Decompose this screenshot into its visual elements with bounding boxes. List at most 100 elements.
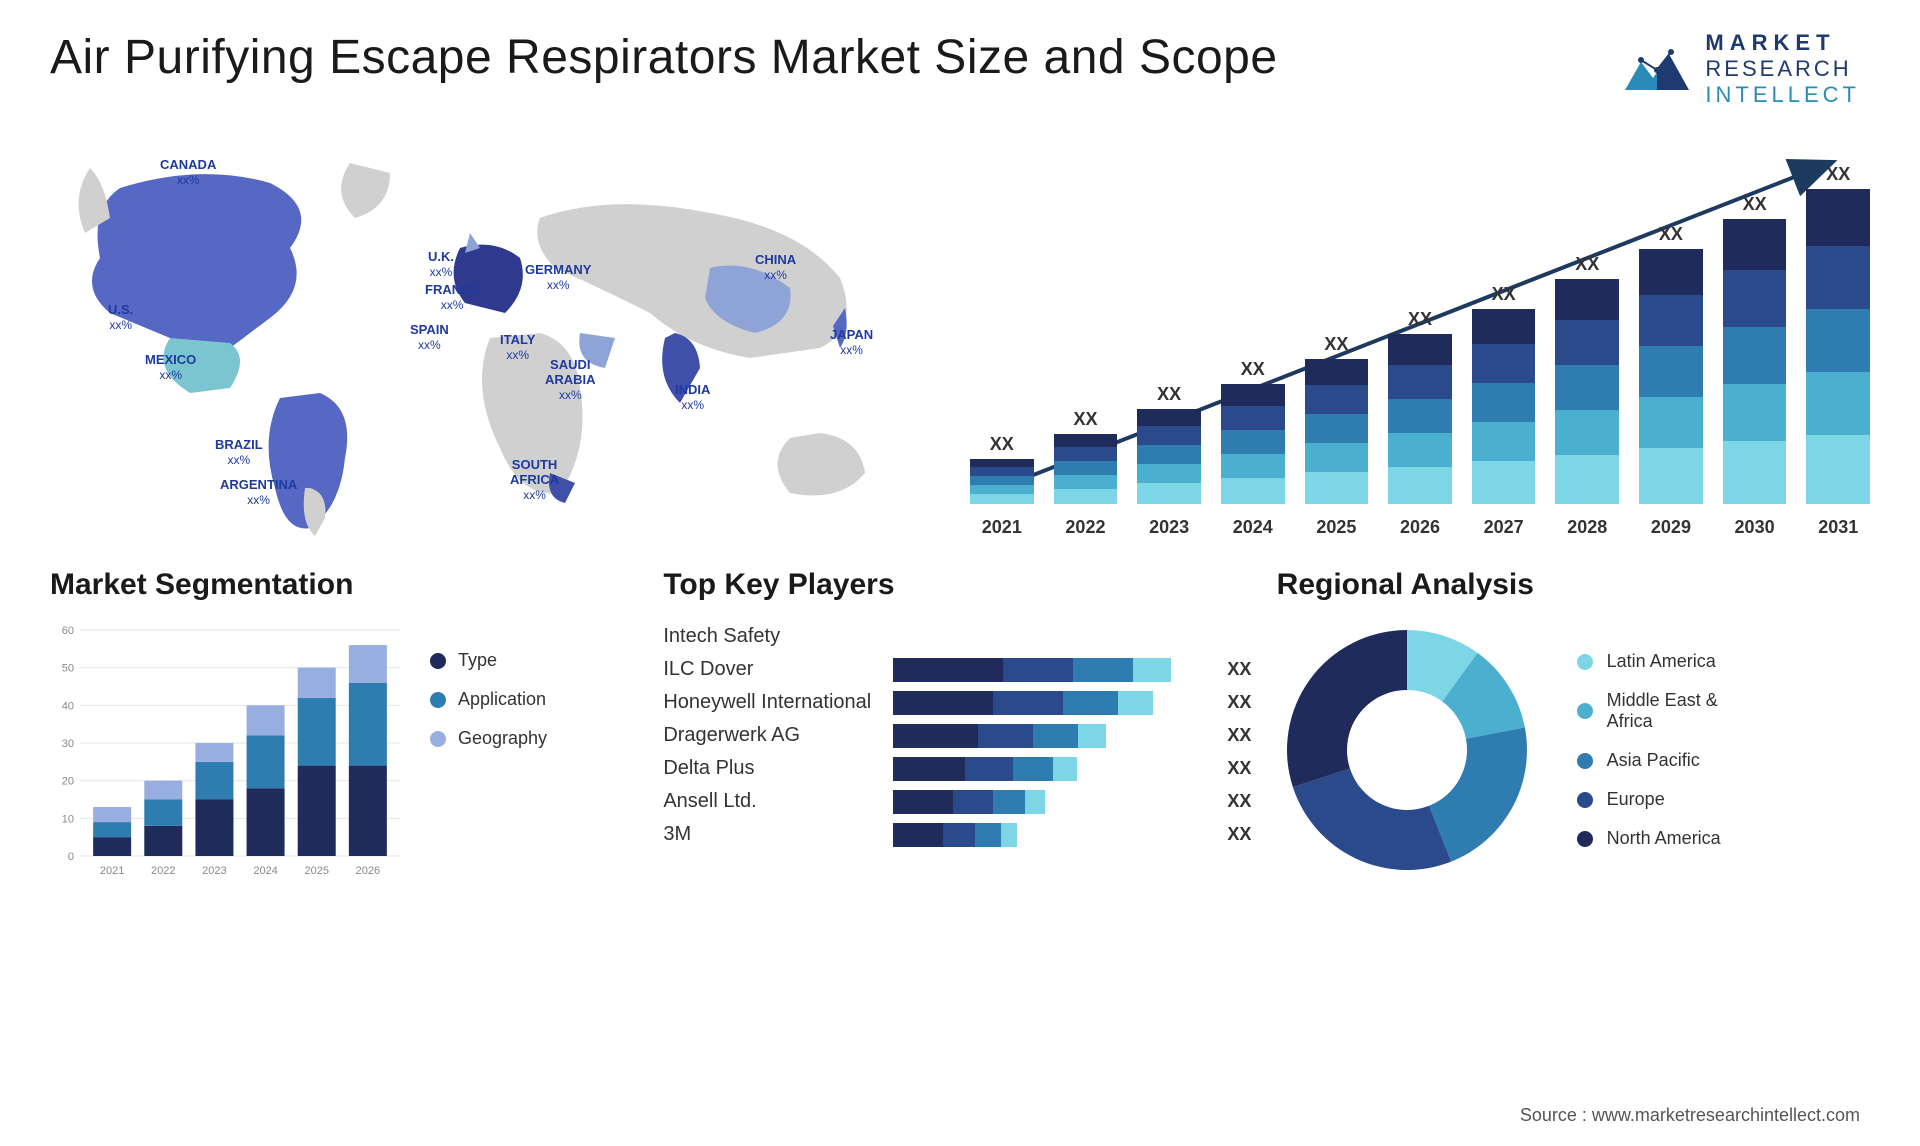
key-players-title: Top Key Players	[663, 568, 1256, 602]
regional-title: Regional Analysis	[1277, 568, 1870, 602]
svg-text:20: 20	[62, 776, 74, 788]
bar-year-label: 2024	[1221, 517, 1285, 538]
bar-column: XX	[1472, 284, 1536, 504]
map-label: INDIAxx%	[675, 383, 710, 413]
bar-year-label: 2023	[1137, 517, 1201, 538]
brand-logo: MARKET RESEARCH INTELLECT	[1621, 30, 1860, 108]
svg-text:2024: 2024	[253, 865, 277, 877]
logo-text-3: INTELLECT	[1705, 82, 1860, 108]
bar-value-label: XX	[1324, 334, 1348, 355]
bar-column: XX	[1723, 194, 1787, 504]
regional-donut-chart	[1277, 620, 1537, 880]
svg-text:2021: 2021	[100, 865, 124, 877]
key-player-row: 3MXX	[663, 818, 1256, 851]
bar-column: XX	[970, 434, 1034, 504]
svg-text:2023: 2023	[202, 865, 226, 877]
bar-column: XX	[1221, 359, 1285, 504]
world-map: CANADAxx%U.S.xx%MEXICOxx%BRAZILxx%ARGENT…	[50, 138, 930, 538]
bar-column: XX	[1639, 224, 1703, 504]
bar-column: XX	[1137, 384, 1201, 504]
key-players-chart: Intech SafetyILC DoverXXHoneywell Intern…	[663, 620, 1256, 851]
page-title: Air Purifying Escape Respirators Market …	[50, 30, 1278, 85]
legend-item: Asia Pacific	[1577, 750, 1721, 771]
map-label: FRANCExx%	[425, 283, 479, 313]
bar-year-label: 2025	[1305, 517, 1369, 538]
bar-value-label: XX	[990, 434, 1014, 455]
key-player-row: Honeywell International XX	[663, 686, 1256, 719]
bar-year-label: 2028	[1555, 517, 1619, 538]
bar-column: XX	[1305, 334, 1369, 504]
key-player-name: Ansell Ltd.	[663, 790, 893, 813]
logo-text-1: MARKET	[1705, 30, 1860, 56]
map-label: SAUDIARABIAxx%	[545, 358, 596, 403]
svg-text:10: 10	[62, 813, 74, 825]
map-label: GERMANYxx%	[525, 263, 591, 293]
map-label: U.S.xx%	[108, 303, 133, 333]
bar-year-label: 2026	[1388, 517, 1452, 538]
bar-value-label: XX	[1241, 359, 1265, 380]
map-label: ITALYxx%	[500, 333, 535, 363]
logo-icon	[1621, 40, 1693, 98]
key-player-name: Honeywell International	[663, 691, 893, 714]
main-bar-chart: XXXXXXXXXXXXXXXXXXXXXX 20212022202320242…	[970, 138, 1870, 538]
bar-column: XX	[1555, 254, 1619, 504]
key-player-name: Intech Safety	[663, 625, 893, 648]
map-label: JAPANxx%	[830, 328, 873, 358]
map-label: BRAZILxx%	[215, 438, 263, 468]
svg-text:40: 40	[62, 700, 74, 712]
key-player-row: ILC DoverXX	[663, 653, 1256, 686]
bar-column: XX	[1388, 309, 1452, 504]
legend-item: Application	[430, 689, 547, 710]
map-label: SPAINxx%	[410, 323, 449, 353]
key-player-row: Intech Safety	[663, 620, 1256, 653]
bar-value-label: XX	[1743, 194, 1767, 215]
svg-text:50: 50	[62, 663, 74, 675]
svg-text:2026: 2026	[356, 865, 380, 877]
legend-item: Geography	[430, 728, 547, 749]
bar-year-label: 2029	[1639, 517, 1703, 538]
regional-panel: Regional Analysis Latin America Middle Ea…	[1277, 568, 1870, 880]
world-map-svg	[50, 138, 930, 538]
key-player-row: Ansell Ltd. XX	[663, 785, 1256, 818]
svg-text:2025: 2025	[304, 865, 328, 877]
svg-text:2022: 2022	[151, 865, 175, 877]
key-player-name: ILC Dover	[663, 658, 893, 681]
svg-text:30: 30	[62, 738, 74, 750]
segmentation-chart: 0 10 20 30 40 50 60 2021 2022 2023 2024 2025 2026	[50, 620, 400, 880]
key-player-name: Dragerwerk AG	[663, 724, 893, 747]
legend-item: Type	[430, 650, 547, 671]
svg-text:60: 60	[62, 625, 74, 637]
map-label: U.K.xx%	[428, 250, 454, 280]
source-label: Source : www.marketresearchintellect.com	[1520, 1105, 1860, 1126]
bar-value-label: XX	[1659, 224, 1683, 245]
map-label: SOUTHAFRICAxx%	[510, 458, 559, 503]
bar-value-label: XX	[1575, 254, 1599, 275]
key-player-value: XX	[1227, 824, 1251, 845]
bar-year-label: 2030	[1723, 517, 1787, 538]
legend-item: North America	[1577, 828, 1721, 849]
bar-value-label: XX	[1826, 164, 1850, 185]
bar-year-label: 2022	[1054, 517, 1118, 538]
legend-item: Latin America	[1577, 651, 1721, 672]
key-player-row: Dragerwerk AG XX	[663, 719, 1256, 752]
bar-value-label: XX	[1157, 384, 1181, 405]
segmentation-legend: Type Application Geography	[430, 620, 547, 880]
legend-item: Europe	[1577, 789, 1721, 810]
key-player-value: XX	[1227, 791, 1251, 812]
key-players-panel: Top Key Players Intech SafetyILC DoverXX…	[663, 568, 1256, 880]
key-player-value: XX	[1227, 758, 1251, 779]
legend-item: Middle East &Africa	[1577, 690, 1721, 732]
bar-year-label: 2021	[970, 517, 1034, 538]
segmentation-title: Market Segmentation	[50, 568, 643, 602]
segmentation-panel: Market Segmentation 0 10 20 30 40 50 60 2021 202…	[50, 568, 643, 880]
svg-text:0: 0	[68, 851, 74, 863]
key-player-value: XX	[1227, 725, 1251, 746]
map-label: CHINAxx%	[755, 253, 796, 283]
key-player-row: Delta Plus XX	[663, 752, 1256, 785]
logo-text-2: RESEARCH	[1705, 56, 1860, 82]
map-label: MEXICOxx%	[145, 353, 196, 383]
key-player-value: XX	[1227, 692, 1251, 713]
bar-value-label: XX	[1073, 409, 1097, 430]
key-player-name: Delta Plus	[663, 757, 893, 780]
bar-column: XX	[1054, 409, 1118, 504]
